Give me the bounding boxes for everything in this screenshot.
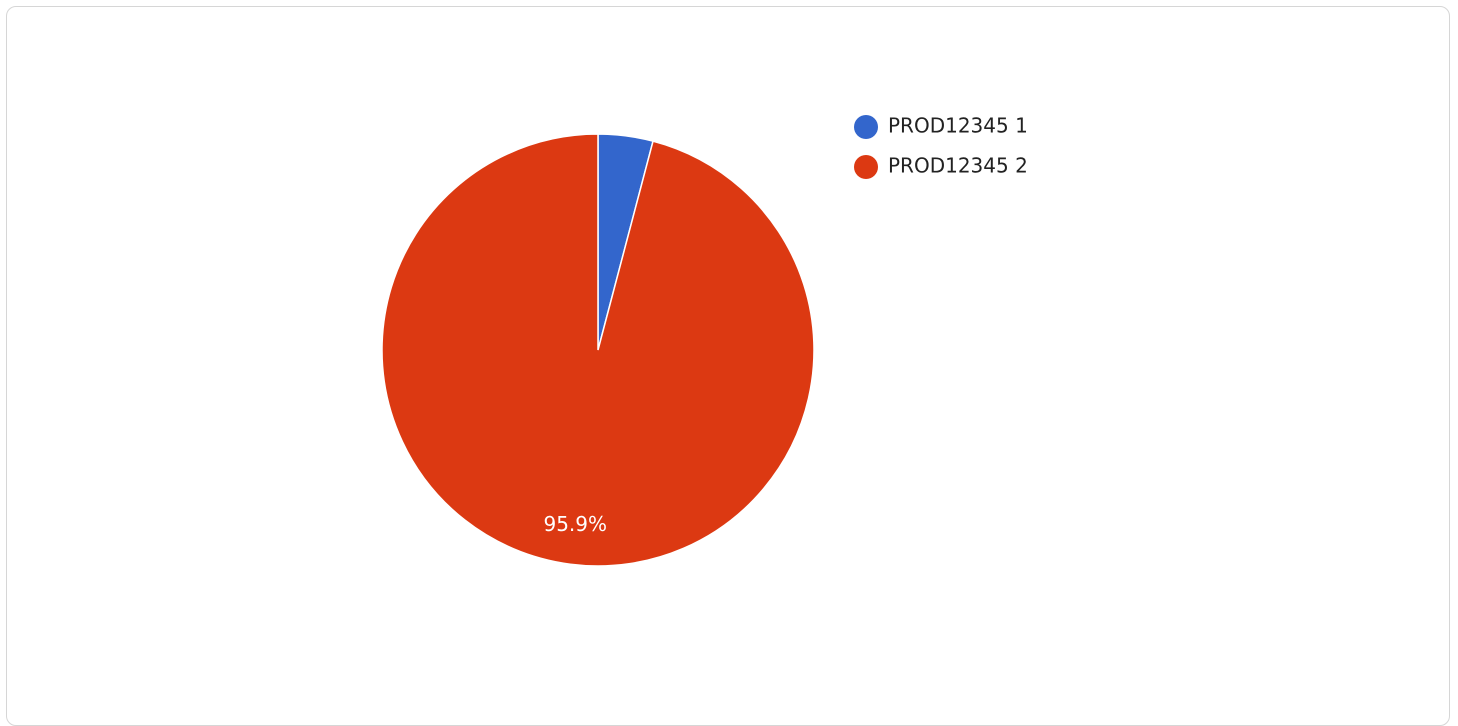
pie-slice-2[interactable] [382,134,814,566]
legend-item-1[interactable]: PROD12345 1 [854,114,1028,140]
pie-chart: 95.9% PROD12345 1 PROD12345 2 [0,0,1458,702]
legend-swatch-1 [854,115,878,139]
pie-slice-labels: 95.9% [543,512,607,536]
legend-label-2: PROD12345 2 [888,154,1028,178]
legend-swatch-2 [854,155,878,179]
legend-item-2[interactable]: PROD12345 2 [854,154,1028,180]
legend[interactable]: PROD12345 1 PROD12345 2 [854,114,1028,180]
slice-data-label-2: 95.9% [543,512,607,536]
pie-slices [382,134,814,566]
legend-label-1: PROD12345 1 [888,114,1028,138]
